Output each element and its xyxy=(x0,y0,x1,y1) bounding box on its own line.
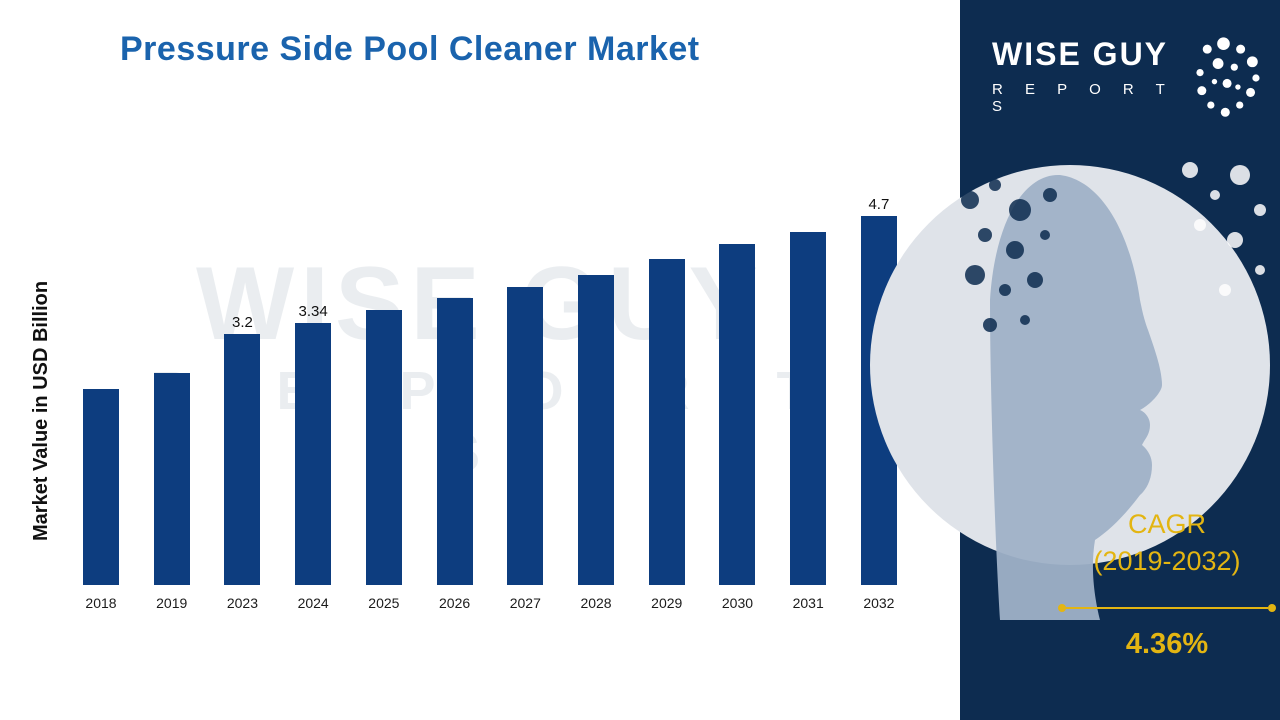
bar-2025 xyxy=(365,310,402,585)
divider-dot-left xyxy=(1058,604,1066,612)
x-tick-label-2031: 2031 xyxy=(792,595,824,611)
cagr-value: 4.36% xyxy=(1125,628,1209,660)
bar-value-label-2024: 3.34 xyxy=(298,303,328,320)
bar-2028 xyxy=(578,275,615,585)
x-tick-label-2030: 2030 xyxy=(721,595,754,611)
bar-column-2024: 3.34 2024 xyxy=(287,303,339,613)
y-axis-label: Market Value in USD Billion xyxy=(30,280,52,541)
x-tick-label-2024: 2024 xyxy=(297,595,329,611)
bar-column-2028: 2028 xyxy=(570,255,622,613)
bar-2018 xyxy=(83,389,119,585)
bar-column-2025: 2025 xyxy=(358,290,410,613)
profile-silhouette-icon xyxy=(961,162,1266,620)
bar-2031 xyxy=(790,232,827,585)
cagr-label: CAGR xyxy=(1127,509,1206,539)
divider-dot-right xyxy=(1268,604,1276,612)
bar-column-2027: 2027 xyxy=(499,267,551,613)
bar-column-2023: 3.2 2023 xyxy=(216,314,268,613)
dotted-head-icon xyxy=(1196,37,1260,117)
bar-2029 xyxy=(648,259,685,585)
bar-2019 xyxy=(153,373,190,585)
bar-2027 xyxy=(507,287,544,585)
x-tick-label-2032: 2032 xyxy=(863,595,895,611)
page-title: Pressure Side Pool Cleaner Market xyxy=(120,30,700,68)
x-tick-label-2027: 2027 xyxy=(509,595,541,611)
x-tick-label-2018: 2018 xyxy=(85,595,117,611)
bar-column-2030: 2030 xyxy=(711,224,763,613)
bar-column-2029: 2029 xyxy=(641,239,693,613)
bar-column-2031: 2031 xyxy=(782,212,834,613)
bar-2026 xyxy=(436,298,473,585)
x-tick-label-2026: 2026 xyxy=(439,595,471,611)
x-tick-label-2029: 2029 xyxy=(651,595,683,611)
cagr-divider xyxy=(1058,604,1276,612)
logo-subtitle: R E P O R T S xyxy=(992,81,1174,115)
x-tick-label-2025: 2025 xyxy=(368,595,400,611)
bar-column-2018: 2018 xyxy=(75,369,127,613)
bar-2024 xyxy=(295,323,332,585)
bar-column-2019: 2019 xyxy=(146,353,198,613)
bar-column-2026: 2026 xyxy=(429,278,481,613)
x-tick-label-2028: 2028 xyxy=(580,595,612,611)
bar-chart: 2018 2019 3.2 2023 3.34 2024 2025 2026 2027 2028 2… xyxy=(75,158,905,613)
x-tick-label-2023: 2023 xyxy=(226,595,259,611)
cagr-block: CAGR (2019-2032) 4.36% xyxy=(1056,506,1278,661)
logo-wordmark: WISE GUY xyxy=(992,36,1169,72)
bar-2023 xyxy=(224,334,261,585)
bar-2030 xyxy=(719,244,756,585)
x-tick-label-2019: 2019 xyxy=(156,595,188,611)
logo: WISE GUY R E P O R T S xyxy=(992,36,1272,124)
cagr-range: (2019-2032) xyxy=(1093,546,1241,576)
bar-value-label-2032: 4.7 xyxy=(868,196,890,213)
bar-value-label-2023: 3.2 xyxy=(232,314,253,331)
divider-line xyxy=(1066,607,1268,609)
logo-text: WISE GUY R E P O R T S xyxy=(992,36,1185,115)
